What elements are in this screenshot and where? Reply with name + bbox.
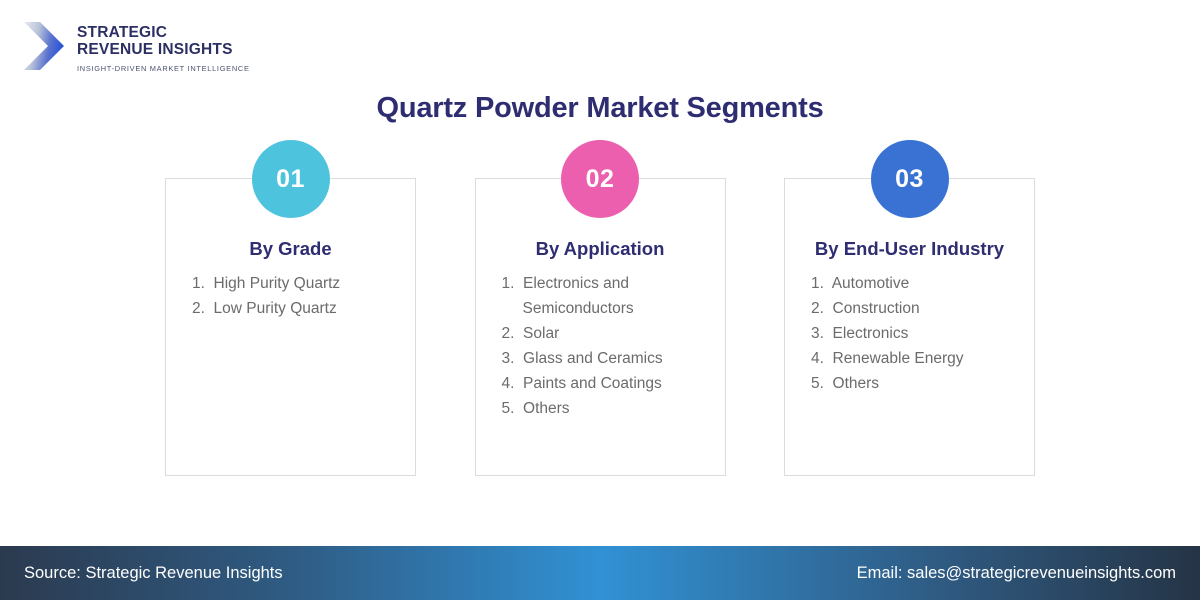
list-item-number: 4. xyxy=(811,350,829,367)
footer-source: Source: Strategic Revenue Insights xyxy=(24,563,283,582)
list-item-label: Others xyxy=(523,400,570,417)
list-item-label: Others xyxy=(832,375,880,392)
list-item-number: 1. xyxy=(192,275,210,292)
list-item-label: Construction xyxy=(832,300,920,317)
list-item-number: 2. xyxy=(811,300,829,317)
list-item: 2. Solar xyxy=(502,321,711,346)
list-item-number: 1. xyxy=(811,275,829,292)
list-item-label: Paints and Coatings xyxy=(523,375,662,392)
list-item: 4. Paints and Coatings xyxy=(502,371,711,396)
list-item-number: 1. xyxy=(501,275,519,292)
list-item-number: 2. xyxy=(192,300,210,317)
segment-card-3: 03 By End-User Industry 1. Automotive 2.… xyxy=(784,140,1035,476)
list-item-label: Solar xyxy=(523,325,560,342)
list-item: 2. Construction xyxy=(811,296,1020,321)
list-item-label: Automotive xyxy=(831,275,910,292)
list-item-number: 3. xyxy=(501,350,519,367)
segment-heading-1: By Grade xyxy=(249,238,332,259)
segment-card-2: 02 By Application 1. Electronics and Sem… xyxy=(474,140,726,476)
segment-number-badge-2: 02 xyxy=(561,140,639,218)
list-item: 3. Electronics xyxy=(811,321,1020,346)
segment-list-1: 1. High Purity Quartz 2. Low Purity Quar… xyxy=(192,271,401,321)
brand-tagline: INSIGHT-DRIVEN MARKET INTELLIGENCE xyxy=(77,63,250,73)
segment-list-2: 1. Electronics and Semiconductors 2. Sol… xyxy=(502,271,711,421)
chevron-right-logo-icon xyxy=(24,22,64,70)
list-item: 1. Electronics and Semiconductors xyxy=(502,271,711,321)
list-item: 3. Glass and Ceramics xyxy=(502,346,711,371)
brand-logo: STRATEGIC REVENUE INSIGHTS INSIGHT-DRIVE… xyxy=(20,20,250,73)
brand-line-2: REVENUE INSIGHTS xyxy=(77,41,233,59)
segment-number-badge-1: 01 xyxy=(251,140,330,218)
segment-number-badge-3: 03 xyxy=(870,140,949,218)
list-item-label: Renewable Energy xyxy=(832,350,964,367)
segment-heading-2: By Application xyxy=(535,238,665,259)
list-item: 5. Others xyxy=(502,396,711,421)
list-item: 1. Automotive xyxy=(811,271,1020,296)
segment-heading-3: By End-User Industry xyxy=(814,238,1005,259)
list-item: 2. Low Purity Quartz xyxy=(192,296,401,321)
brand-line-1: STRATEGIC xyxy=(77,24,168,41)
list-item-label: Glass and Ceramics xyxy=(523,350,663,367)
list-item: 4. Renewable Energy xyxy=(811,346,1020,371)
segment-cards: 01 By Grade 1. High Purity Quartz 2. Low… xyxy=(165,140,1035,476)
list-item-label: Low Purity Quartz xyxy=(213,300,337,317)
footer-email: Email: sales@strategicrevenueinsights.co… xyxy=(856,563,1176,582)
list-item-label: Electronics and Semiconductors xyxy=(522,275,634,317)
list-item-label: High Purity Quartz xyxy=(213,275,341,292)
segment-card-1: 01 By Grade 1. High Purity Quartz 2. Low… xyxy=(165,140,416,476)
segment-list-3: 1. Automotive 2. Construction 3. Electro… xyxy=(811,271,1020,396)
list-item: 1. High Purity Quartz xyxy=(192,271,401,296)
list-item-number: 5. xyxy=(811,375,829,392)
list-item: 5. Others xyxy=(811,371,1020,396)
list-item-number: 5. xyxy=(501,400,519,417)
list-item-number: 3. xyxy=(811,325,829,342)
list-item-number: 4. xyxy=(501,375,519,392)
list-item-label: Electronics xyxy=(832,325,909,342)
page-title: Quartz Powder Market Segments xyxy=(376,92,824,124)
brand-wordmark: STRATEGIC REVENUE INSIGHTS INSIGHT-DRIVE… xyxy=(77,20,250,73)
footer-bar: Source: Strategic Revenue Insights Email… xyxy=(0,546,1200,600)
list-item-number: 2. xyxy=(501,325,519,342)
